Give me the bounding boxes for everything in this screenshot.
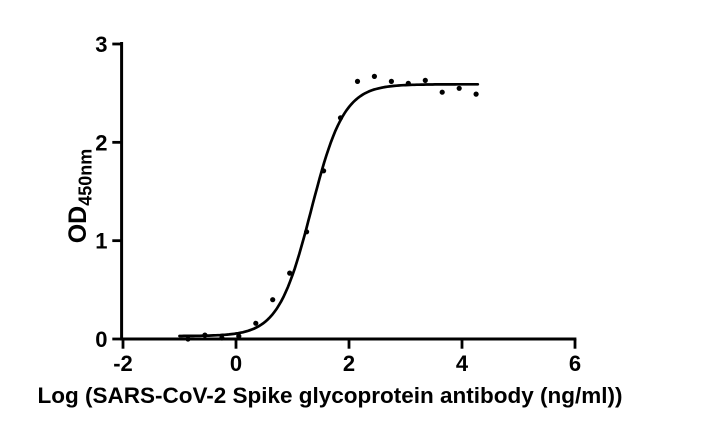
y-tick-label: 2 (95, 130, 107, 155)
data-point (473, 91, 479, 97)
axis-titles-group: Log (SARS-CoV-2 Spike glycoprotein antib… (37, 149, 622, 408)
data-point (202, 332, 208, 338)
x-tick-label: 0 (230, 351, 242, 376)
data-point (270, 297, 276, 303)
data-point (354, 78, 361, 84)
x-axis-title: Log (SARS-CoV-2 Spike glycoprotein antib… (37, 383, 622, 408)
data-point (405, 80, 411, 86)
data-point (236, 333, 242, 339)
data-point (337, 115, 344, 121)
y-tick-label: 3 (95, 32, 107, 57)
y-axis-title: OD450nm (64, 149, 96, 244)
data-point (456, 85, 462, 91)
y-tick-label: 1 (95, 229, 107, 254)
data-point (371, 73, 377, 79)
data-point (287, 270, 293, 276)
x-tick-label: 2 (343, 351, 355, 376)
x-tick-label: -2 (113, 351, 133, 376)
x-tick-label: 6 (569, 351, 581, 376)
data-point (219, 335, 225, 341)
data-point (321, 168, 327, 174)
data-point (304, 229, 310, 235)
data-points-group (185, 73, 479, 342)
fit-curve (178, 82, 480, 338)
fit-curve-group (178, 82, 480, 338)
data-point (439, 89, 445, 95)
data-point (253, 320, 259, 326)
data-point (388, 78, 394, 84)
data-point (422, 77, 428, 83)
x-tick-label: 4 (456, 351, 469, 376)
y-tick-label: 0 (95, 327, 107, 352)
data-point (185, 336, 191, 342)
